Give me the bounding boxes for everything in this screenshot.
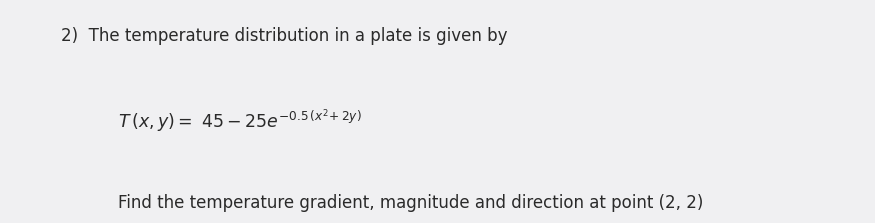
Text: 2)  The temperature distribution in a plate is given by: 2) The temperature distribution in a pla… — [61, 27, 508, 45]
Text: Find the temperature gradient, magnitude and direction at point (2, 2): Find the temperature gradient, magnitude… — [118, 194, 704, 212]
Text: $T\,(x,y) = \ 45 - 25e^{-0.5\,(x^2\!+2y)}$: $T\,(x,y) = \ 45 - 25e^{-0.5\,(x^2\!+2y)… — [118, 107, 362, 134]
